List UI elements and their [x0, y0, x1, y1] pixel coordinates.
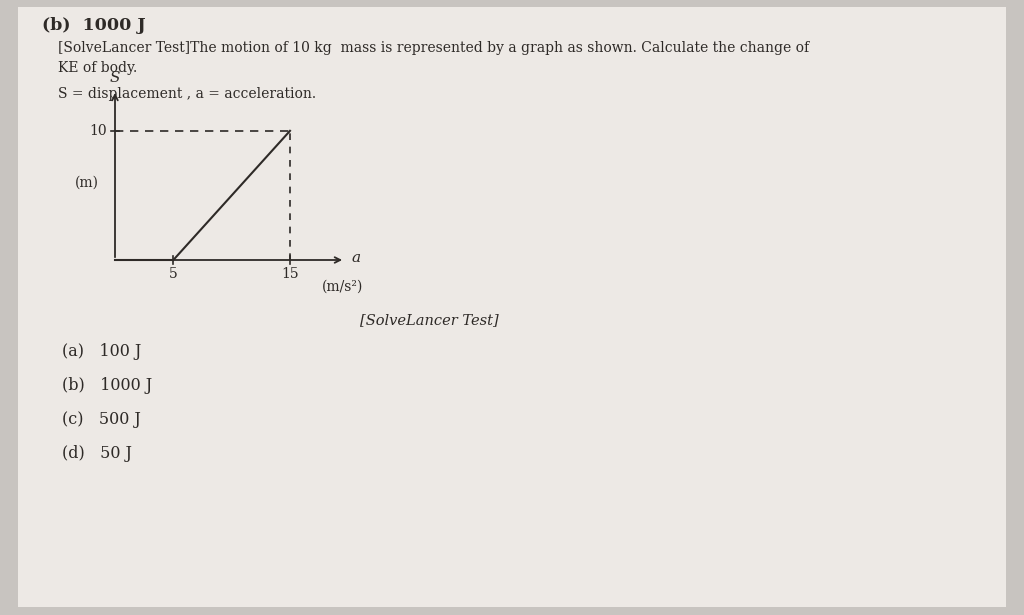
Text: S = displacement , a = acceleration.: S = displacement , a = acceleration.: [58, 87, 316, 101]
Text: (b)  1000 J: (b) 1000 J: [42, 17, 145, 34]
Text: S: S: [110, 71, 120, 85]
Text: (d)   50 J: (d) 50 J: [62, 445, 132, 462]
Text: [SolveLancer Test]The motion of 10 kg  mass is represented by a graph as shown. : [SolveLancer Test]The motion of 10 kg ma…: [58, 41, 809, 55]
Text: [SolveLancer Test]: [SolveLancer Test]: [360, 313, 499, 327]
Text: (b)   1000 J: (b) 1000 J: [62, 377, 153, 394]
Text: (m/s²): (m/s²): [323, 280, 364, 294]
Text: (a)   100 J: (a) 100 J: [62, 343, 141, 360]
Text: (c)   500 J: (c) 500 J: [62, 411, 141, 428]
Text: KE of body.: KE of body.: [58, 61, 137, 75]
Text: a: a: [351, 251, 360, 265]
Text: 15: 15: [282, 267, 299, 281]
Text: (m): (m): [75, 175, 99, 189]
Text: 10: 10: [89, 124, 106, 138]
Text: 5: 5: [169, 267, 178, 281]
FancyBboxPatch shape: [18, 7, 1006, 607]
